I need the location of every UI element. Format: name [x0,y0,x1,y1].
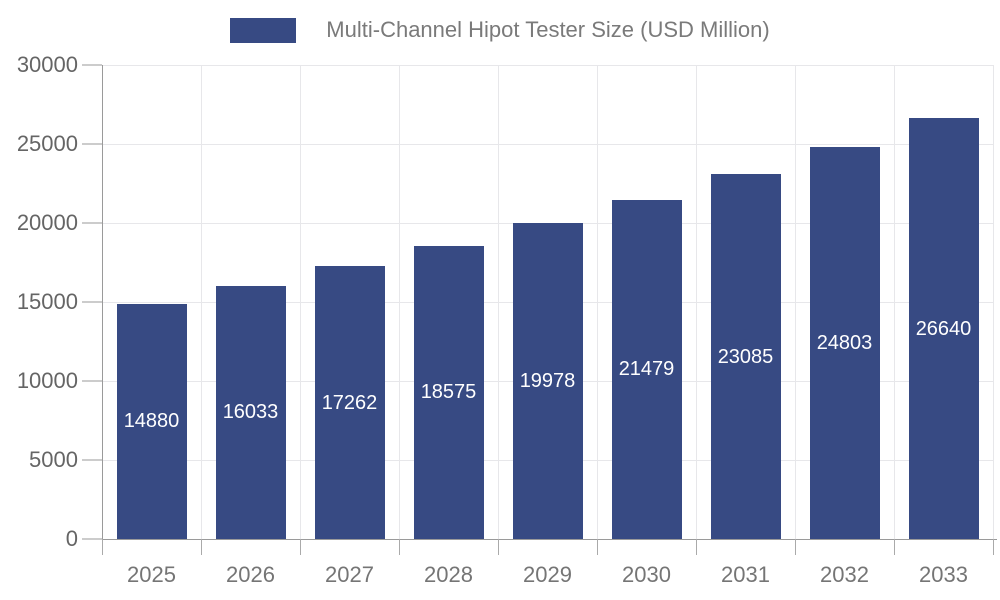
gridline-vertical [597,65,598,539]
x-axis-label: 2025 [127,562,176,587]
bar-value-label: 16033 [222,401,279,424]
gridline-vertical [993,65,994,539]
bar-value-label: 21479 [618,358,675,381]
x-axis-tick [795,539,796,555]
bar-2032[interactable] [809,147,880,539]
y-axis-label: 20000 [16,210,78,235]
x-axis-label: 2028 [424,562,473,587]
y-axis-label: 10000 [16,368,78,393]
bar-value-label: 23085 [717,345,774,368]
bar-2028[interactable] [413,245,484,539]
legend: Multi-Channel Hipot Tester Size (USD Mil… [0,13,1000,47]
gridline-vertical [894,65,895,539]
bar-value-label: 14880 [123,410,180,433]
x-axis-tick [300,539,301,555]
x-axis-tick [597,539,598,555]
y-axis-tick [82,301,102,303]
bar-2029[interactable] [512,223,583,539]
x-axis-tick [102,539,103,555]
x-axis-tick [201,539,202,555]
x-axis-label: 2029 [523,562,572,587]
y-axis-tick [82,222,102,224]
x-axis-tick [894,539,895,555]
gridline-vertical [696,65,697,539]
y-axis-tick [82,143,102,145]
x-axis-label: 2027 [325,562,374,587]
bar-2030[interactable] [611,199,682,539]
legend-swatch[interactable] [230,17,297,43]
x-axis-label: 2030 [622,562,671,587]
x-axis-label: 2032 [820,562,869,587]
bar-2025[interactable] [116,303,187,539]
x-axis-tick [498,539,499,555]
bar-value-label: 17262 [321,391,378,414]
y-axis-tick [82,459,102,461]
gridline-vertical [201,65,202,539]
gridline-vertical [795,65,796,539]
y-axis-label: 5000 [29,447,78,472]
y-axis-tick [82,64,102,66]
x-axis-label: 2031 [721,562,770,587]
plot-area: 14880 16033 17262 18575 19978 21479 23085 24803… [102,65,994,539]
x-axis-tick [696,539,697,555]
bar-2027[interactable] [314,266,385,539]
bar-2031[interactable] [710,174,781,539]
gridline-vertical [498,65,499,539]
gridline-vertical [399,65,400,539]
gridline-horizontal [102,144,993,145]
legend-label[interactable]: Multi-Channel Hipot Tester Size (USD Mil… [326,17,770,42]
y-axis-label: 0 [65,526,78,551]
y-axis-label: 15000 [16,289,78,314]
bar-2033[interactable] [908,118,979,539]
y-axis-label: 30000 [16,52,78,77]
x-axis-line [82,539,997,540]
bar-value-label: 24803 [816,332,873,355]
y-axis-tick [82,538,102,540]
x-axis-tick [993,539,994,555]
x-axis-tick [399,539,400,555]
x-axis-label: 2026 [226,562,275,587]
y-axis-label: 25000 [16,131,78,156]
bar-2026[interactable] [215,285,286,539]
gridline-horizontal [102,65,993,66]
bar-value-label: 18575 [420,381,477,404]
bar-value-label: 26640 [915,317,972,340]
x-axis-label: 2033 [919,562,968,587]
gridline-vertical [300,65,301,539]
bar-value-label: 19978 [519,370,576,393]
y-axis-line [102,65,103,555]
y-axis-tick [82,380,102,382]
